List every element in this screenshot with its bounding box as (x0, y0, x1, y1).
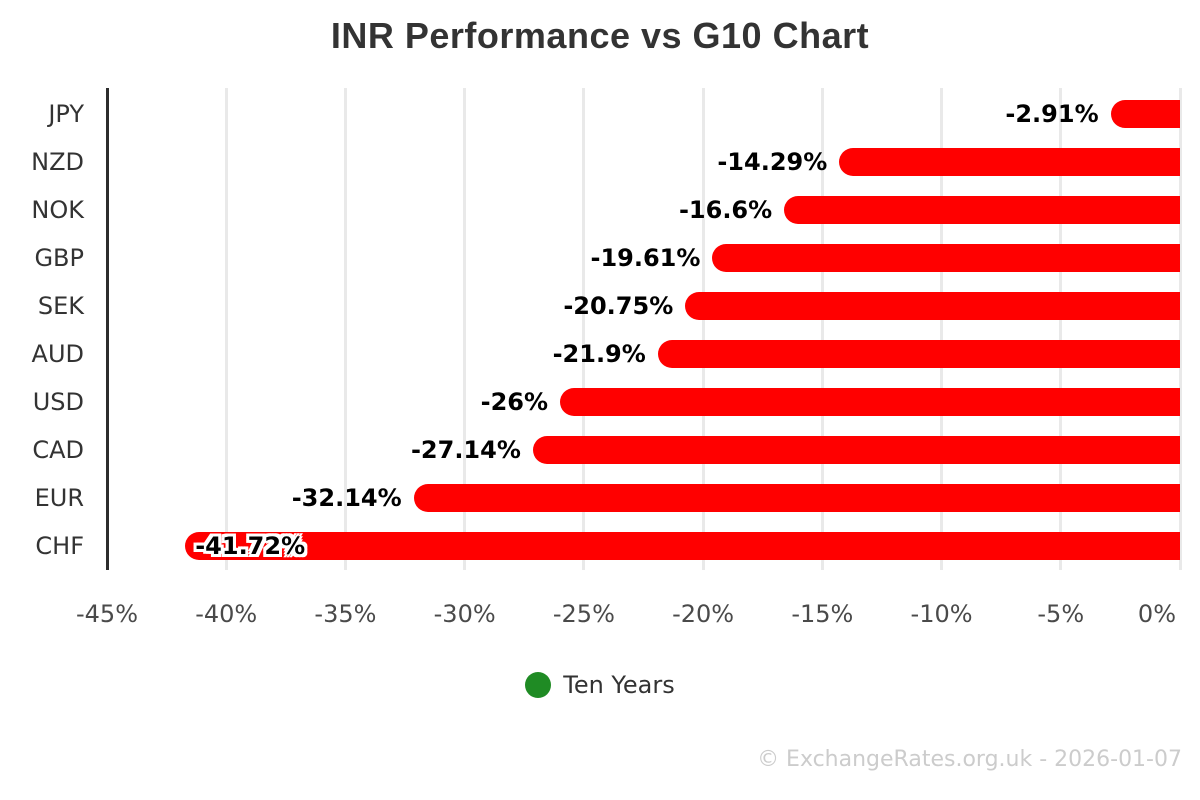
x-gridline (463, 88, 467, 570)
bar-eur (413, 484, 1180, 512)
x-gridline (820, 88, 824, 570)
bar-cad (532, 436, 1180, 464)
value-label-eur: -32.14% (291, 484, 402, 512)
x-tick-label: -25% (552, 600, 615, 628)
category-label-jpy: JPY (48, 100, 84, 128)
value-label-nzd: -14.29% (717, 148, 828, 176)
x-gridline (1178, 88, 1182, 570)
y-axis-line (105, 88, 109, 570)
x-tick-label: -40% (195, 600, 258, 628)
bar-chf (185, 532, 1180, 560)
category-label-nok: NOK (31, 196, 84, 224)
x-tick-label: 0% (1137, 600, 1176, 628)
x-tick-label: -15% (791, 600, 854, 628)
x-tick-label: -30% (433, 600, 496, 628)
bar-nzd (839, 148, 1180, 176)
value-label-gbp: -19.61% (590, 244, 701, 272)
watermark: © ExchangeRates.org.uk - 2026-01-07 (757, 747, 1182, 772)
value-label-cad: -27.14% (410, 436, 521, 464)
bar-gbp (712, 244, 1180, 272)
category-label-chf: CHF (35, 532, 84, 560)
x-gridline (940, 88, 944, 570)
x-tick-label: -20% (672, 600, 735, 628)
category-label-gbp: GBP (34, 244, 84, 272)
value-label-jpy: -2.91% (1005, 100, 1099, 128)
category-label-eur: EUR (34, 484, 84, 512)
value-label-usd: -26% (480, 388, 549, 416)
bar-usd (560, 388, 1180, 416)
x-gridline (582, 88, 586, 570)
category-label-aud: AUD (31, 340, 84, 368)
category-label-nzd: NZD (31, 148, 84, 176)
legend-label: Ten Years (563, 671, 675, 699)
value-label-nok: -16.6% (678, 196, 773, 224)
x-gridline (701, 88, 705, 570)
chart-title: INR Performance vs G10 Chart (330, 15, 870, 56)
bar-aud (657, 340, 1180, 368)
value-label-aud: -21.9% (552, 340, 646, 368)
value-label-chf: -41.72% (195, 532, 306, 560)
x-gridline (1059, 88, 1063, 570)
x-tick-label: -45% (75, 600, 139, 628)
category-label-cad: CAD (32, 436, 84, 464)
x-tick-label: -5% (1037, 600, 1085, 628)
bar-nok (784, 196, 1180, 224)
x-gridline (224, 88, 228, 570)
x-tick-label: -35% (314, 600, 377, 628)
category-label-usd: USD (32, 388, 84, 416)
category-label-sek: SEK (37, 292, 84, 320)
bar-sek (685, 292, 1180, 320)
value-label-sek: -20.75% (563, 292, 674, 320)
legend-marker-icon (525, 672, 552, 698)
x-gridline (343, 88, 347, 570)
legend: Ten Years (0, 671, 1200, 699)
x-tick-label: -10% (910, 600, 973, 628)
bar-jpy (1110, 100, 1180, 128)
